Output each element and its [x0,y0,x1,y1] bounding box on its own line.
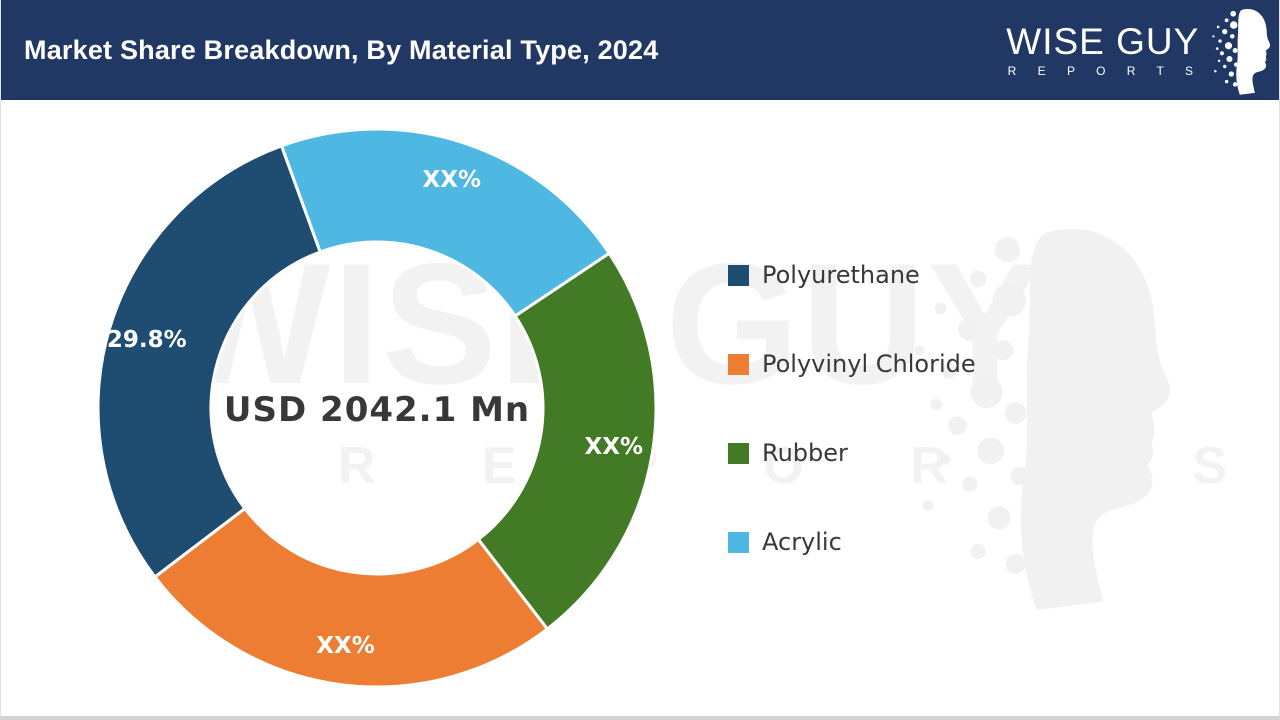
legend-item: Rubber [728,439,976,467]
chart-area: WISE GUY R E P O R T S USD 2042.1 Mn Pol… [0,100,1280,716]
wiseguy-logo-subtitle: R E P O R T S [1007,63,1202,78]
legend-label: Polyvinyl Chloride [762,350,976,378]
slice-label: XX% [422,167,482,193]
legend-label: Rubber [762,439,848,467]
donut-segment [280,127,611,318]
donut-segment [153,507,549,689]
legend-item: Polyvinyl Chloride [728,350,976,378]
slice-label: 29.8% [106,327,187,354]
wiseguy-face-icon [1212,9,1270,95]
donut-segment [96,144,322,579]
legend-swatch [728,442,749,464]
legend-swatch [728,264,749,286]
legend-label: Polyurethane [762,261,920,289]
donut-segment [476,251,658,631]
legend-item: Acrylic [728,528,976,556]
page-title: Market Share Breakdown, By Material Type… [24,34,659,65]
wiseguy-logo-name: WISE GUY [1006,20,1200,62]
header-bar: Market Share Breakdown, By Material Type… [0,0,1280,100]
chart-legend: Polyurethane Polyvinyl Chloride Rubber Acry… [728,261,976,556]
chart-center-value: USD 2042.1 Mn [223,390,531,430]
legend-swatch [728,531,749,553]
legend-item: Polyurethane [728,261,976,289]
slice-label: XX% [584,433,644,460]
slice-label: XX% [316,632,375,659]
wiseguy-logo-text: WISE GUY R E P O R T S [1004,23,1202,78]
legend-label: Acrylic [762,528,842,556]
donut-chart [96,127,658,689]
legend-swatch [728,353,749,375]
wiseguy-logo: WISE GUY R E P O R T S [1004,0,1270,100]
